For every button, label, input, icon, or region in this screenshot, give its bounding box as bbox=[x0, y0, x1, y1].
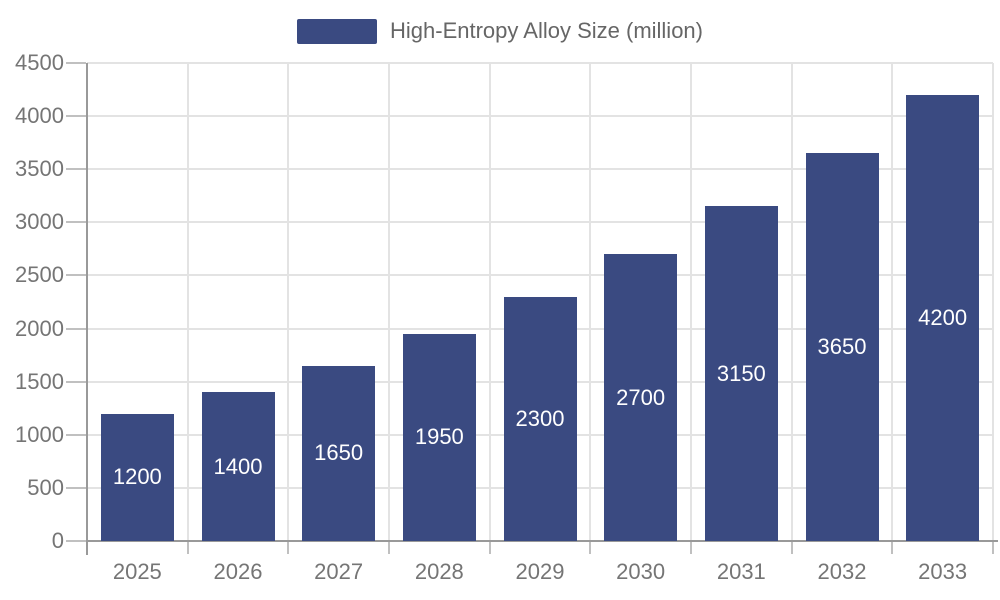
y-axis-tick bbox=[66, 380, 86, 383]
h-gridline bbox=[87, 115, 993, 118]
bar[interactable]: 1650 bbox=[302, 365, 376, 541]
bar[interactable]: 1200 bbox=[100, 413, 174, 541]
v-gridline bbox=[488, 63, 491, 541]
x-axis-tick-label: 2030 bbox=[616, 559, 666, 584]
h-gridline bbox=[87, 221, 993, 224]
bar-value-label: 1650 bbox=[314, 440, 364, 466]
x-axis-tick bbox=[992, 541, 994, 554]
bar[interactable]: 2300 bbox=[503, 296, 577, 541]
x-axis-tick-label: 2033 bbox=[918, 559, 968, 584]
x-axis-tick-label: 2031 bbox=[716, 559, 766, 584]
v-gridline bbox=[790, 63, 793, 541]
bar-value-label: 4200 bbox=[918, 304, 968, 330]
x-axis-tick bbox=[891, 541, 894, 554]
bar-value-label: 2700 bbox=[616, 384, 666, 410]
x-axis-tick bbox=[488, 541, 491, 554]
y-axis-tick-label: 4500 bbox=[15, 50, 64, 75]
y-axis-tick bbox=[66, 221, 86, 224]
x-axis-tick bbox=[186, 541, 189, 554]
v-gridline bbox=[388, 63, 390, 541]
y-axis-tick bbox=[66, 62, 86, 64]
y-axis-tick-label: 2000 bbox=[15, 315, 64, 341]
x-axis-tick-label: 2025 bbox=[112, 559, 162, 584]
bar-value-label: 2300 bbox=[515, 405, 565, 431]
bar[interactable]: 3150 bbox=[704, 206, 778, 541]
y-axis-tick-label: 1500 bbox=[15, 368, 64, 394]
v-gridline bbox=[287, 63, 290, 541]
y-axis-tick-label: 2500 bbox=[15, 262, 64, 288]
y-axis-tick-label: 1000 bbox=[15, 421, 64, 447]
bar[interactable]: 3650 bbox=[805, 153, 879, 541]
x-axis-tick bbox=[690, 541, 692, 554]
y-axis-tick bbox=[66, 327, 86, 330]
y-axis-tick-label: 0 bbox=[51, 528, 64, 553]
x-axis-tick-label: 2029 bbox=[515, 559, 565, 584]
v-gridline bbox=[186, 63, 189, 541]
y-axis-tick-label: 500 bbox=[27, 474, 64, 500]
y-axis-tick bbox=[66, 433, 86, 436]
legend[interactable]: High-Entropy Alloy Size (million) bbox=[0, 17, 1000, 45]
x-axis-tick-label: 2032 bbox=[817, 559, 867, 584]
x-axis-tick-label: 2026 bbox=[213, 559, 263, 584]
bar[interactable]: 2700 bbox=[604, 254, 678, 541]
y-axis-tick-label: 4000 bbox=[15, 103, 64, 129]
y-axis-tick-label: 3000 bbox=[15, 209, 64, 235]
x-axis-tick-label: 2027 bbox=[314, 559, 364, 584]
bar-value-label: 1950 bbox=[414, 424, 464, 450]
bar[interactable]: 1400 bbox=[201, 392, 275, 541]
y-axis-tick bbox=[66, 168, 86, 171]
y-axis-tick bbox=[66, 486, 86, 489]
bar[interactable]: 1950 bbox=[402, 333, 476, 541]
v-gridline bbox=[891, 63, 894, 541]
bar[interactable]: 4200 bbox=[906, 94, 980, 541]
x-axis-line bbox=[86, 540, 998, 542]
x-axis-tick bbox=[388, 541, 390, 554]
v-gridline bbox=[690, 63, 692, 541]
bar-value-label: 1400 bbox=[213, 453, 263, 479]
bar-value-label: 1200 bbox=[112, 464, 162, 490]
h-gridline bbox=[87, 274, 993, 277]
y-axis-tick bbox=[66, 540, 86, 542]
x-axis-tick bbox=[589, 541, 592, 554]
bar-value-label: 3150 bbox=[716, 360, 766, 386]
x-axis-tick bbox=[790, 541, 793, 554]
v-gridline bbox=[589, 63, 592, 541]
y-axis-tick-label: 3500 bbox=[15, 156, 64, 182]
bar-value-label: 3650 bbox=[817, 334, 867, 360]
h-gridline bbox=[87, 168, 993, 171]
h-gridline bbox=[87, 62, 993, 64]
y-axis-tick bbox=[66, 115, 86, 118]
legend-swatch bbox=[297, 18, 377, 44]
x-axis-tick-label: 2028 bbox=[414, 559, 464, 584]
x-axis-tick bbox=[287, 541, 290, 554]
v-gridline bbox=[992, 63, 994, 541]
y-axis-line bbox=[86, 63, 88, 555]
legend-label: High-Entropy Alloy Size (million) bbox=[390, 18, 703, 43]
y-axis-tick bbox=[66, 274, 86, 277]
